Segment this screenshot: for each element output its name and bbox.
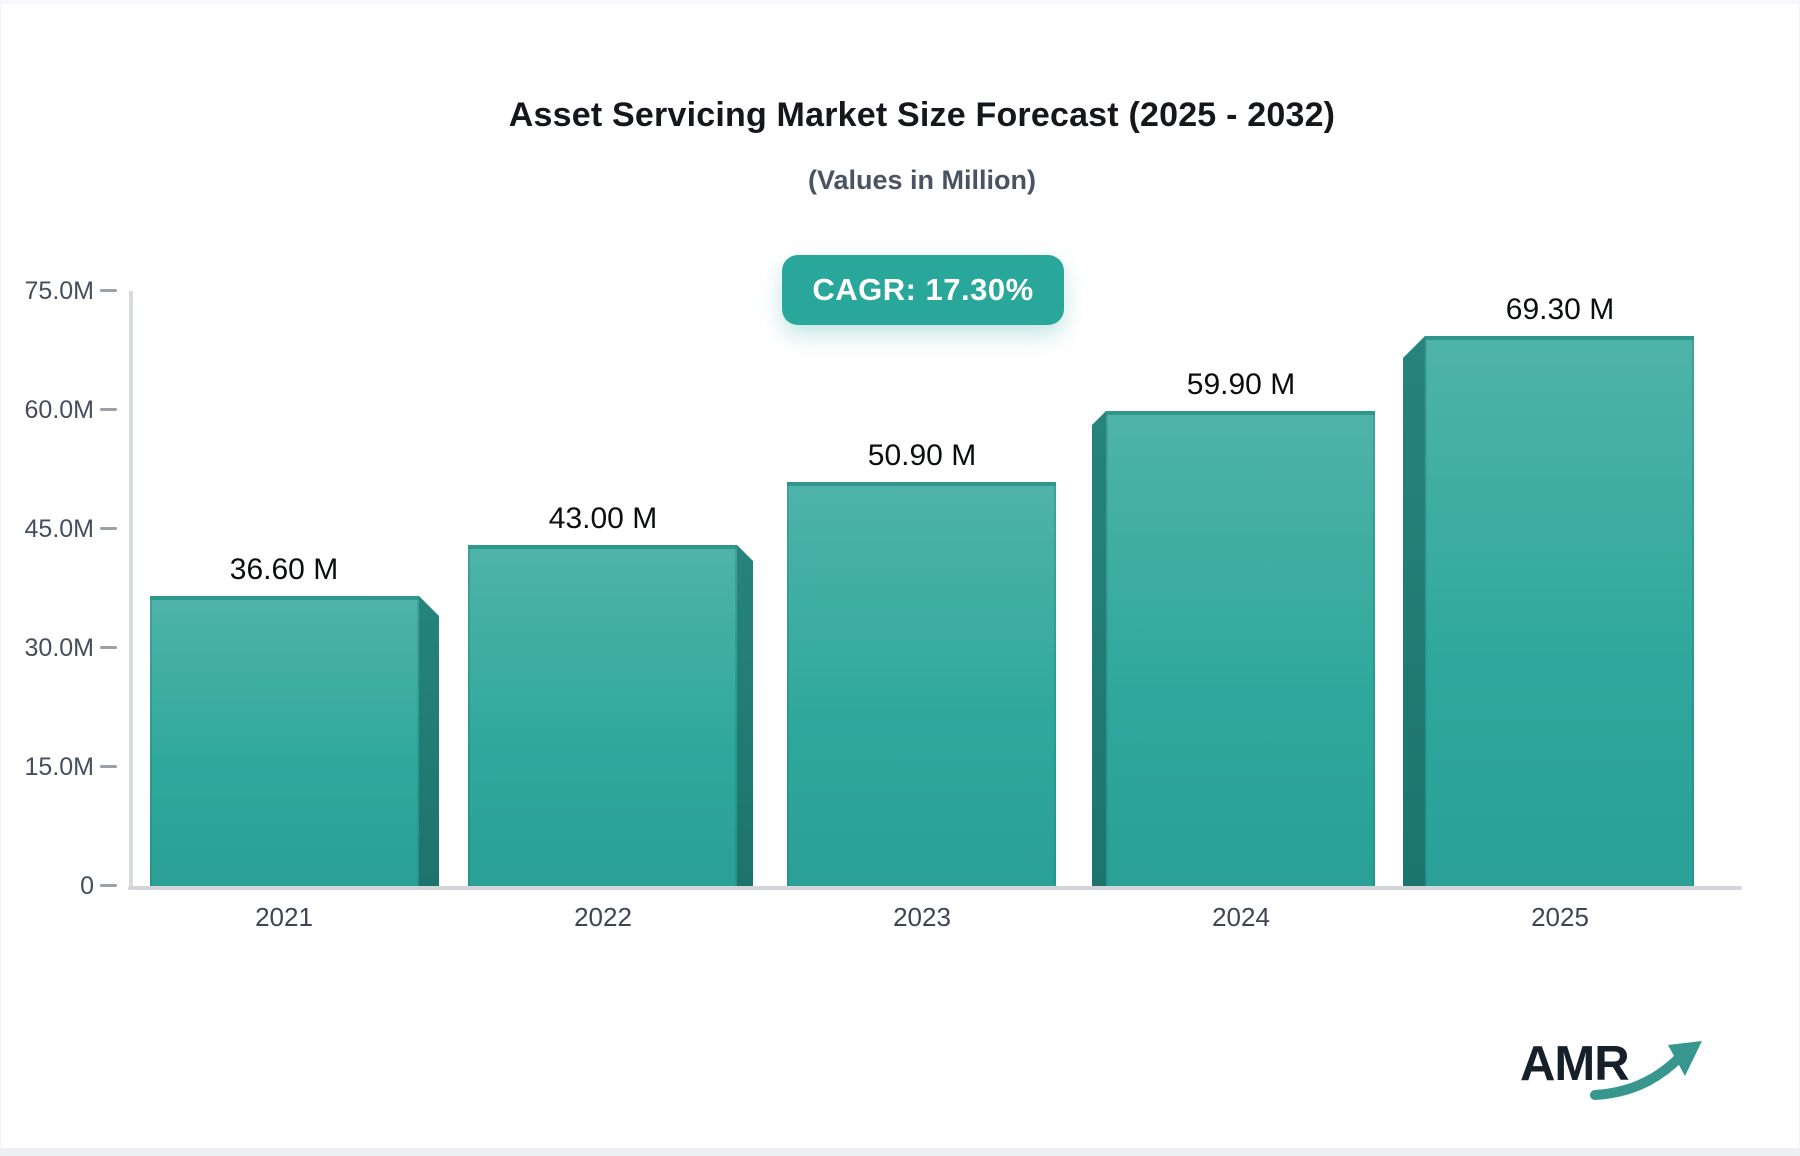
bar-3d-side — [737, 545, 753, 886]
chart-subtitle: (Values in Million) — [807, 165, 1037, 195]
growth-arrow-icon — [1590, 1041, 1702, 1100]
cagr-badge: CAGR: 17.30% — [782, 255, 1064, 325]
x-tick-label-2025: 2025 — [1531, 902, 1589, 932]
y-tick-mark — [100, 646, 117, 649]
bar-3d-side — [1092, 411, 1106, 886]
bar-value-label: 43.00 M — [548, 502, 658, 535]
bar-value-label: 50.90 M — [867, 439, 977, 472]
bar-2024 — [1106, 411, 1375, 886]
amr-logo-text: AMR — [1520, 1037, 1630, 1091]
chart-title: Asset Servicing Market Size Forecast (20… — [508, 96, 1336, 134]
bar-2022 — [468, 545, 737, 886]
amr-logo: AMR — [1520, 1036, 1720, 1108]
bar-2025 — [1425, 336, 1694, 886]
bar-value-label: 59.90 M — [1186, 368, 1296, 401]
x-axis-baseline — [128, 886, 1742, 890]
y-tick-label: 45.0M — [24, 515, 94, 543]
y-tick-mark — [100, 527, 117, 530]
page-bottom-edge — [0, 1148, 1800, 1156]
y-axis-line — [129, 291, 133, 888]
x-tick-label-2024: 2024 — [1212, 902, 1270, 932]
y-tick-label: 15.0M — [24, 753, 94, 781]
bar-value-label: 36.60 M — [229, 553, 339, 586]
x-tick-label-2022: 2022 — [574, 902, 632, 932]
bar-3d-side — [419, 596, 439, 886]
y-tick-label: 75.0M — [24, 277, 94, 305]
bar-3d-side — [1403, 336, 1425, 886]
bar-value-label: 69.30 M — [1505, 293, 1615, 326]
y-tick-label: 30.0M — [24, 634, 94, 662]
cagr-badge-label: CAGR: 17.30% — [812, 272, 1034, 307]
y-tick-mark — [100, 408, 117, 411]
y-tick-mark — [100, 765, 117, 768]
bar-2023 — [787, 482, 1056, 886]
chart-header: Asset Servicing Market Size Forecast (20… — [44, 96, 1800, 196]
x-tick-label-2023: 2023 — [893, 902, 951, 932]
y-tick-label: 60.0M — [24, 396, 94, 424]
y-tick-mark — [100, 884, 117, 887]
page-top-edge — [0, 0, 1800, 4]
y-tick-label: 0 — [80, 872, 94, 900]
x-tick-label-2021: 2021 — [255, 902, 313, 932]
bar-2021 — [150, 596, 419, 886]
y-tick-mark — [100, 289, 117, 292]
